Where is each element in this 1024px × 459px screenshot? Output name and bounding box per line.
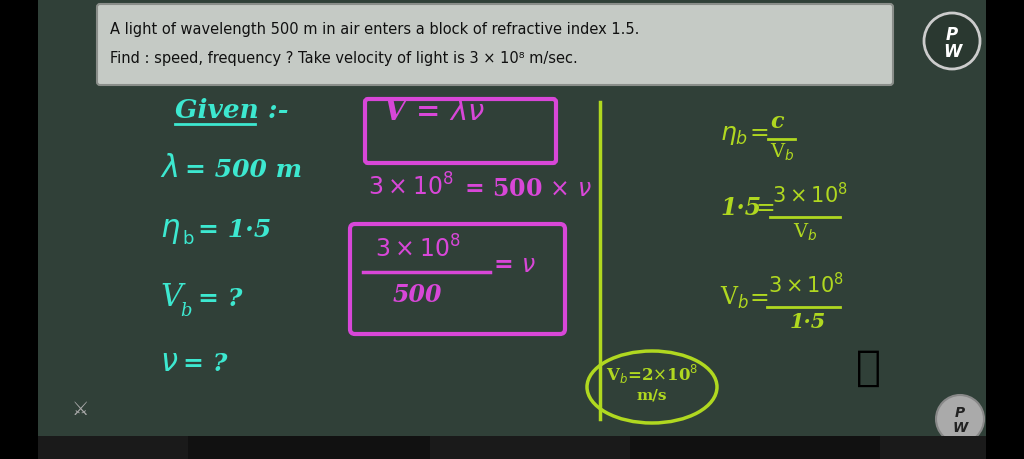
Text: $3\times10^8$: $3\times10^8$ [768, 271, 844, 297]
Bar [880, 436, 986, 459]
Text: = 500 m: = 500 m [185, 157, 302, 182]
Text: $3\times10^8$: $3\times10^8$ [368, 174, 454, 201]
Text: = 500 $\times$ $\nu$: = 500 $\times$ $\nu$ [456, 177, 593, 201]
Text: 500: 500 [393, 282, 442, 306]
Text: V$_b$: V$_b$ [793, 222, 817, 243]
Text: P: P [955, 405, 965, 419]
Text: 1·5: 1·5 [720, 196, 761, 219]
Text: V$_b$=2$\times$10$^8$: V$_b$=2$\times$10$^8$ [606, 362, 698, 385]
Bar [0, 0, 38, 459]
Text: $\nu$: $\nu$ [160, 347, 178, 376]
Bar [38, 436, 188, 459]
Text: 💡: 💡 [855, 346, 881, 388]
Text: c: c [770, 111, 783, 133]
FancyBboxPatch shape [97, 5, 893, 86]
Text: = ?: = ? [198, 286, 243, 310]
Text: W: W [943, 43, 962, 61]
Text: = $\nu$: = $\nu$ [493, 252, 536, 276]
Text: = 1·5: = 1·5 [198, 218, 271, 241]
Text: A light of wavelength 500 m in air enters a block of refractive index 1.5.: A light of wavelength 500 m in air enter… [110, 22, 639, 37]
Bar [986, 0, 1024, 459]
Text: $\eta$: $\eta$ [160, 217, 180, 246]
Text: = ?: = ? [183, 351, 227, 375]
Text: =: = [755, 196, 775, 219]
Text: m/s: m/s [637, 388, 668, 402]
Text: W: W [952, 420, 968, 434]
Text: b: b [180, 302, 191, 319]
Text: 1·5: 1·5 [790, 311, 826, 331]
Text: V$_b$: V$_b$ [720, 285, 750, 311]
Bar [430, 436, 630, 459]
Text: Given :-: Given :- [175, 98, 289, 123]
Text: b: b [182, 230, 194, 247]
Text: P: P [946, 26, 958, 44]
Text: =: = [750, 121, 770, 145]
Text: ⚔: ⚔ [72, 399, 89, 418]
Text: V: V [160, 281, 182, 312]
Text: =: = [750, 285, 770, 309]
Circle shape [936, 395, 984, 443]
Text: $\eta_b$: $\eta_b$ [720, 123, 749, 147]
Text: $3\times10^8$: $3\times10^8$ [375, 235, 461, 263]
Text: V = $\lambda$$\nu$: V = $\lambda$$\nu$ [383, 97, 485, 126]
Circle shape [924, 14, 980, 70]
Bar [38, 436, 986, 459]
Text: $\lambda$: $\lambda$ [160, 154, 178, 183]
Text: V$_b$: V$_b$ [770, 142, 795, 163]
Text: Find : speed, frequency ? Take velocity of light is 3 × 10⁸ m/sec.: Find : speed, frequency ? Take velocity … [110, 51, 578, 66]
Text: $3\times10^8$: $3\times10^8$ [772, 181, 848, 207]
